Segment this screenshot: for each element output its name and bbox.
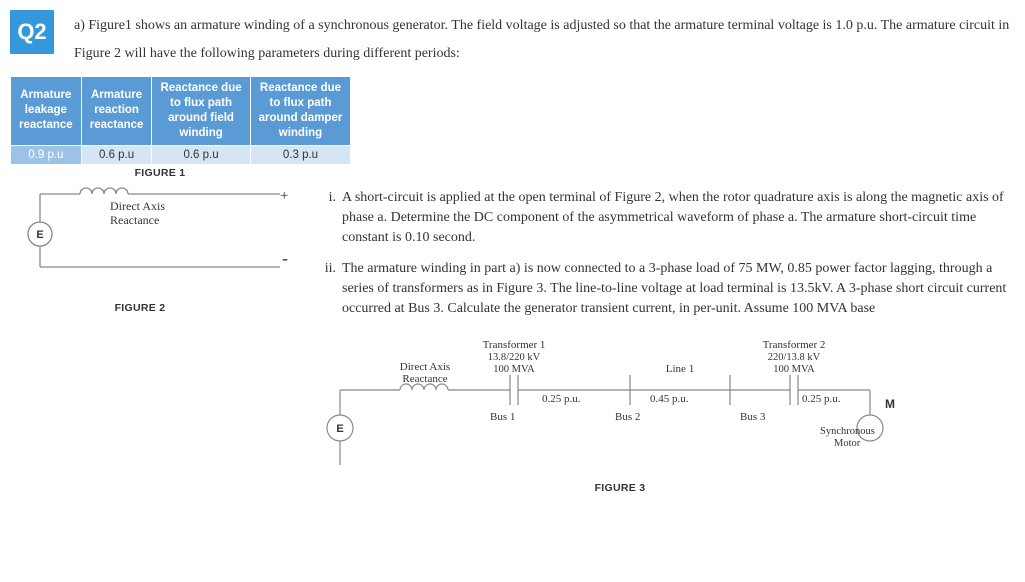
th-leakage: Armatureleakagereactance xyxy=(11,77,82,146)
question-i-text: A short-circuit is applied at the open t… xyxy=(342,188,1010,249)
figure3-t1-l1: 13.8/220 kV xyxy=(488,352,541,363)
parameter-table: Armatureleakagereactance Armaturereactio… xyxy=(10,76,351,165)
question-ii-num: ii. xyxy=(320,259,342,320)
figure3-caption: FIGURE 3 xyxy=(300,482,940,494)
figure3-line1: Line 1 xyxy=(666,363,694,375)
figure3-t1-l2: 100 MVA xyxy=(493,364,535,375)
figure3-bus1: Bus 1 xyxy=(490,411,515,423)
figure3-bus3: Bus 3 xyxy=(740,411,766,423)
figure3-xt2: 0.25 p.u. xyxy=(802,393,841,405)
figure2-minus: - xyxy=(282,248,288,268)
figure3-t1-title: Transformer 1 xyxy=(483,339,546,351)
figure3-xline: 0.45 p.u. xyxy=(650,393,689,405)
intro-text: a) Figure1 shows an armature winding of … xyxy=(74,10,1010,68)
figure3-svg: E M Direct Axis Reactance Transformer 1 … xyxy=(300,330,940,475)
figure2-label1: Direct Axis xyxy=(110,199,165,213)
th-field: Reactance dueto flux patharound fieldwin… xyxy=(152,77,250,146)
figure3-motor1: Synchronous xyxy=(820,426,875,437)
td-leakage: 0.9 p.u xyxy=(11,145,82,164)
figure3-t2-l1: 220/13.8 kV xyxy=(768,352,821,363)
figure2-source-E: E xyxy=(36,229,43,241)
figure2-block: E + - Direct Axis Reactance FIGURE 2 xyxy=(10,182,310,494)
question-i-num: i. xyxy=(320,188,342,249)
question-badge: Q2 xyxy=(10,10,54,54)
figure3-reactance: Reactance xyxy=(402,373,447,385)
figure2-label2: Reactance xyxy=(110,213,159,227)
figure3-motor2: Motor xyxy=(834,438,861,449)
question-ii-text: The armature winding in part a) is now c… xyxy=(342,259,1010,320)
figure2-svg: E + - Direct Axis Reactance xyxy=(10,182,310,297)
figure3-t2-l2: 100 MVA xyxy=(773,364,815,375)
figure3-t2-title: Transformer 2 xyxy=(763,339,826,351)
td-damper: 0.3 p.u xyxy=(250,145,351,164)
figure3-xt1: 0.25 p.u. xyxy=(542,393,581,405)
figure3-block: E M Direct Axis Reactance Transformer 1 … xyxy=(300,330,940,494)
figure2-caption: FIGURE 2 xyxy=(0,302,310,314)
td-reaction: 0.6 p.u xyxy=(81,145,152,164)
figure1-caption: FIGURE 1 xyxy=(50,167,270,179)
figure3-bus2: Bus 2 xyxy=(615,411,640,423)
th-reaction: Armaturereactionreactance xyxy=(81,77,152,146)
figure3-E: E xyxy=(336,423,343,435)
figure3-direct-axis: Direct Axis xyxy=(400,361,450,373)
th-damper: Reactance dueto flux patharound damperwi… xyxy=(250,77,351,146)
td-field: 0.6 p.u xyxy=(152,145,250,164)
figure3-M: M xyxy=(885,397,895,411)
figure2-plus: + xyxy=(280,188,288,204)
